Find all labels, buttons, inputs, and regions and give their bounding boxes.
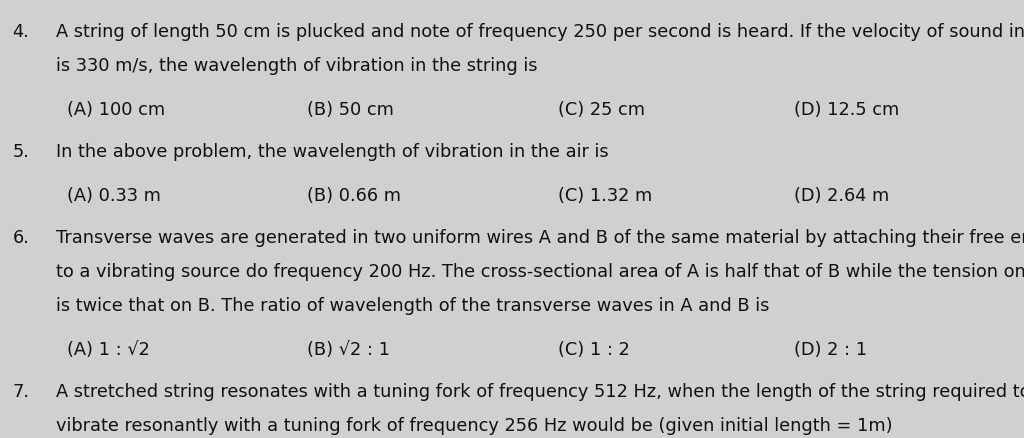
Text: (A) 100 cm: (A) 100 cm (67, 101, 165, 119)
Text: A stretched string resonates with a tuning fork of frequency 512 Hz, when the le: A stretched string resonates with a tuni… (56, 382, 1024, 400)
Text: 4.: 4. (12, 23, 29, 41)
Text: (D) 2.64 m: (D) 2.64 m (794, 187, 889, 205)
Text: 6.: 6. (12, 228, 29, 246)
Text: Transverse waves are generated in two uniform wires A and B of the same material: Transverse waves are generated in two un… (56, 228, 1024, 246)
Text: is twice that on B. The ratio of wavelength of the transverse waves in A and B i: is twice that on B. The ratio of wavelen… (56, 296, 770, 314)
Text: (D) 2 : 1: (D) 2 : 1 (794, 340, 866, 358)
Text: (C) 1.32 m: (C) 1.32 m (558, 187, 652, 205)
Text: to a vibrating source do frequency 200 Hz. The cross-sectional area of A is half: to a vibrating source do frequency 200 H… (56, 262, 1024, 280)
Text: vibrate resonantly with a tuning fork of frequency 256 Hz would be (given initia: vibrate resonantly with a tuning fork of… (56, 416, 893, 434)
Text: 5.: 5. (12, 143, 29, 161)
Text: (C) 25 cm: (C) 25 cm (558, 101, 645, 119)
Text: is 330 m/s, the wavelength of vibration in the string is: is 330 m/s, the wavelength of vibration … (56, 57, 538, 75)
Text: (C) 1 : 2: (C) 1 : 2 (558, 340, 630, 358)
Text: (D) 12.5 cm: (D) 12.5 cm (794, 101, 899, 119)
Text: 7.: 7. (12, 382, 30, 400)
Text: (A) 1 : √2: (A) 1 : √2 (67, 340, 150, 358)
Text: A string of length 50 cm is plucked and note of frequency 250 per second is hear: A string of length 50 cm is plucked and … (56, 23, 1024, 41)
Text: (B) √2 : 1: (B) √2 : 1 (307, 340, 390, 358)
Text: (A) 0.33 m: (A) 0.33 m (67, 187, 161, 205)
Text: (B) 0.66 m: (B) 0.66 m (307, 187, 401, 205)
Text: (B) 50 cm: (B) 50 cm (307, 101, 394, 119)
Text: In the above problem, the wavelength of vibration in the air is: In the above problem, the wavelength of … (56, 143, 609, 161)
